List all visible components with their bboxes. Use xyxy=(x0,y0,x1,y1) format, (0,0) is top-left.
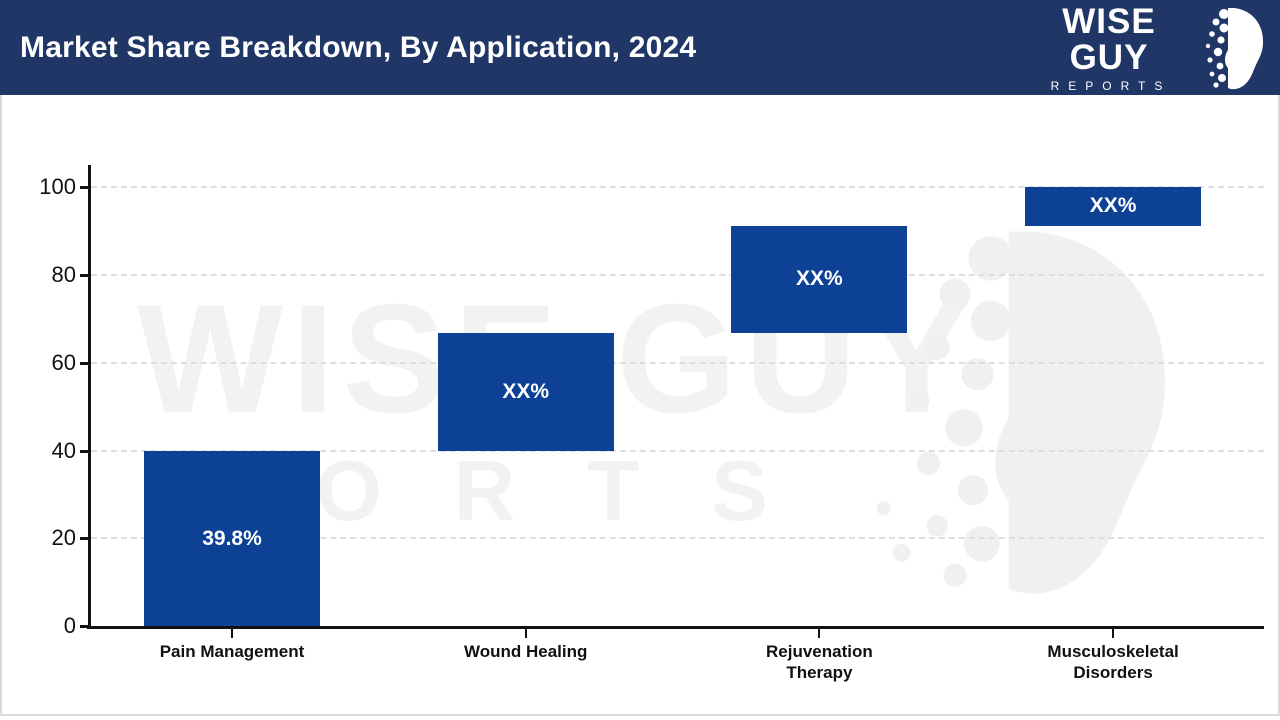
bar-3: XX% xyxy=(731,225,908,334)
x-category-label-4: Musculoskeletal Disorders xyxy=(1047,642,1179,682)
header-band: Market Share Breakdown, By Application, … xyxy=(0,0,1280,95)
y-tick-mark-20 xyxy=(80,537,89,541)
bar-value-label: 39.8% xyxy=(202,526,262,550)
bar-4: XX% xyxy=(1025,187,1202,226)
y-tick-mark-60 xyxy=(80,361,89,365)
brand-logo: WISE GUY REPORTS xyxy=(1018,1,1268,93)
dotted-head-logo-icon xyxy=(1205,8,1264,90)
x-axis-line xyxy=(87,626,1264,629)
bar-value-label: XX% xyxy=(796,267,843,291)
x-category-label-1: Pain Management xyxy=(159,642,305,661)
gridline-40 xyxy=(91,449,1264,452)
bar-value-label: XX% xyxy=(502,380,550,404)
brand-logo-text: WISE GUY REPORTS xyxy=(1018,1,1200,93)
chart-canvas: WISE GUY PORTS 0 20 40 60 80 100 39.8% XX% XX% XX… xyxy=(0,95,1280,716)
y-tick-mark-80 xyxy=(80,274,89,278)
y-tick-mark-40 xyxy=(80,449,89,453)
watermark-head-icon xyxy=(876,231,1165,594)
x-tick-mark-2 xyxy=(524,629,527,638)
y-tick-label-80: 80 xyxy=(51,262,76,288)
x-tick-mark-1 xyxy=(231,629,233,638)
gridline-100 xyxy=(91,186,1264,189)
x-category-label-2: Wound Healing xyxy=(463,642,588,661)
y-tick-mark-0 xyxy=(80,625,89,628)
brand-name: WISE GUY xyxy=(1062,1,1156,77)
bar-2: XX% xyxy=(437,333,614,452)
x-tick-mark-4 xyxy=(1112,629,1115,638)
bar-1: 39.8% xyxy=(144,451,320,626)
gridline-20 xyxy=(91,537,1264,540)
y-tick-label-100: 100 xyxy=(39,174,76,200)
y-tick-label-60: 60 xyxy=(51,349,76,375)
chart-title: Market Share Breakdown, By Application, … xyxy=(20,30,697,64)
y-tick-mark-100 xyxy=(80,186,89,190)
bar-value-label: XX% xyxy=(1089,194,1137,218)
y-tick-label-0: 0 xyxy=(63,613,76,638)
y-axis-line xyxy=(88,165,91,629)
y-tick-label-40: 40 xyxy=(51,437,76,463)
gridline-60 xyxy=(91,361,1264,364)
gridline-80 xyxy=(91,274,1264,277)
x-category-label-3: Rejuvenation Therapy xyxy=(766,642,873,682)
brand-subname: REPORTS xyxy=(1050,78,1172,93)
y-tick-label-20: 20 xyxy=(51,525,76,551)
x-tick-mark-3 xyxy=(818,629,821,638)
plot-area: WISE GUY PORTS 0 20 40 60 80 100 39.8% XX% XX% XX… xyxy=(2,95,1278,714)
